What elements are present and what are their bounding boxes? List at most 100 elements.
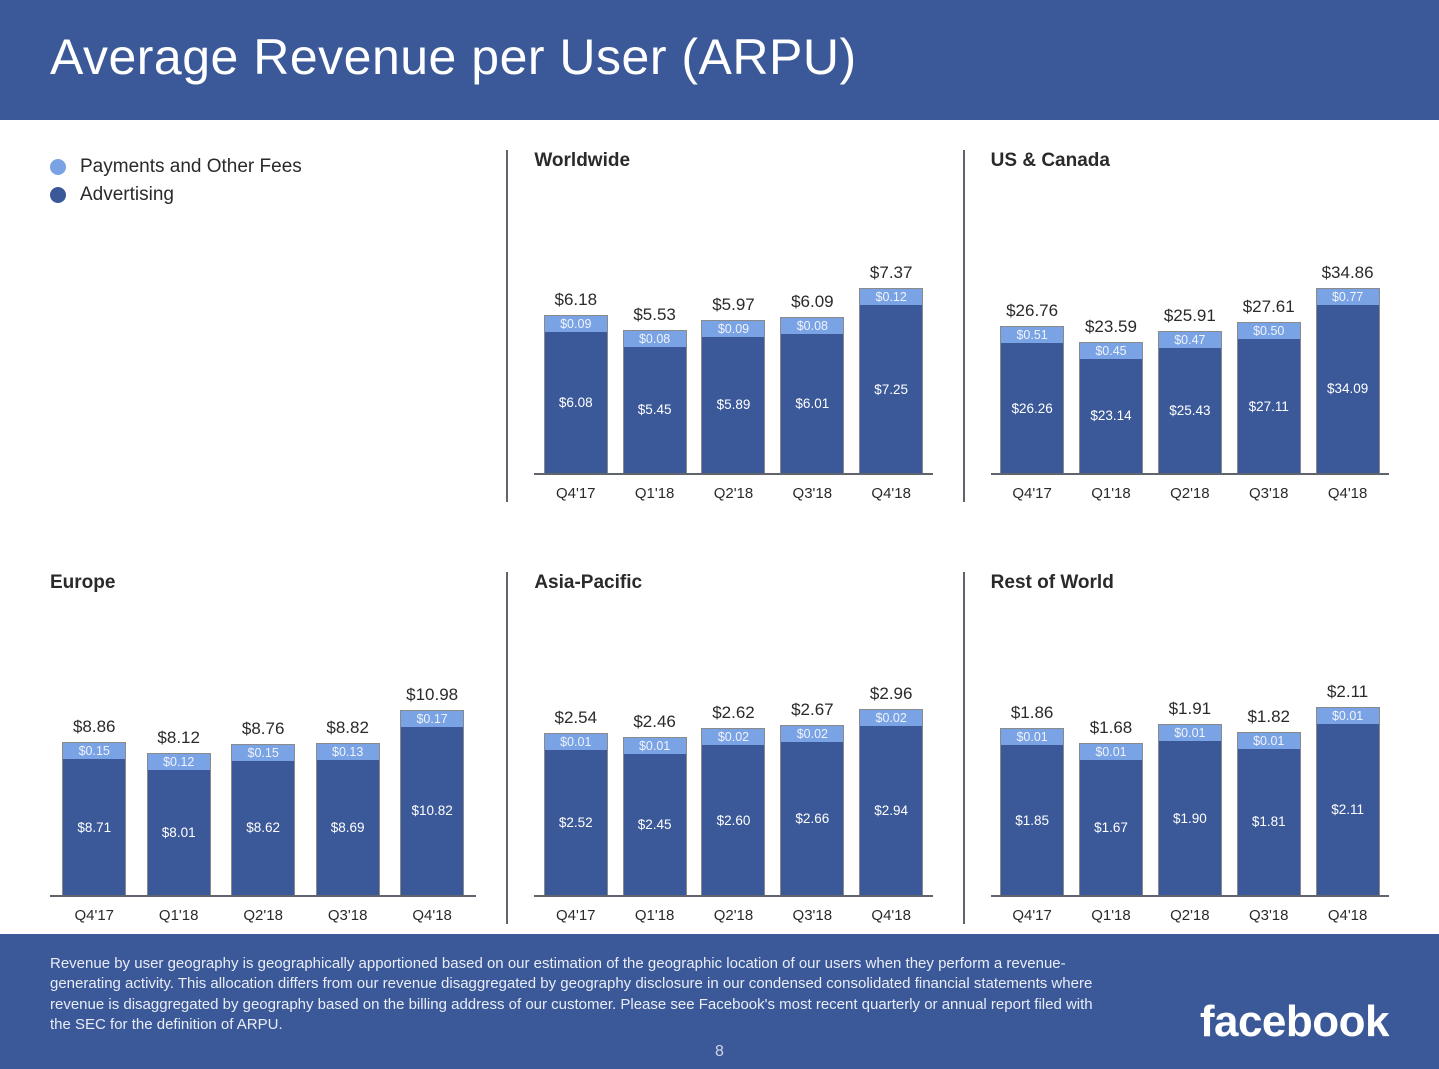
x-axis-label: Q4'17: [52, 907, 136, 924]
bar-column: $10.98$10.82$0.17: [390, 600, 474, 895]
legend-swatch-advertising: [50, 187, 66, 203]
bar-stack: $25.43$0.47: [1158, 331, 1222, 473]
bar-stack: $2.11$0.01: [1316, 707, 1380, 895]
slide-content: Payments and Other Fees Advertising Worl…: [0, 120, 1439, 934]
chart-title: Europe: [50, 572, 476, 594]
slide-header: Average Revenue per User (ARPU): [0, 0, 1439, 120]
bar-stack: $2.52$0.01: [544, 733, 608, 895]
x-axis: Q4'17Q1'18Q2'18Q3'18Q4'18: [50, 897, 476, 924]
chart-title: Rest of World: [991, 572, 1389, 594]
bar-segment-payments: $0.09: [702, 321, 764, 337]
x-axis: Q4'17Q1'18Q2'18Q3'18Q4'18: [991, 475, 1389, 502]
x-axis-label: Q2'18: [1150, 485, 1229, 502]
bar-column: $34.86$34.09$0.77: [1308, 178, 1387, 473]
footnote: Revenue by user geography is geographica…: [50, 954, 1100, 1035]
bar-segment-advertising: $6.08: [545, 332, 607, 473]
slide-footer: Revenue by user geography is geographica…: [0, 934, 1439, 1069]
bar-segment-payments: $0.12: [148, 754, 210, 770]
bar-segment-payments: $0.09: [545, 316, 607, 332]
legend-cell: Payments and Other Fees Advertising: [50, 150, 476, 502]
chart-cell-worldwide: Worldwide$6.18$6.08$0.09$5.53$5.45$0.08$…: [506, 150, 932, 502]
bar-total-label: $1.82: [1247, 707, 1290, 727]
bar-segment-payments: $0.02: [702, 729, 764, 745]
bar-column: $27.61$27.11$0.50: [1229, 178, 1308, 473]
chart: Europe $8.86$8.71$0.15$8.12$8.01$0.12$8.7…: [50, 572, 476, 924]
legend-item-advertising: Advertising: [50, 184, 476, 206]
bar-stack: $23.14$0.45: [1079, 342, 1143, 473]
bar-segment-payments: $0.15: [232, 745, 294, 761]
bar-total-label: $1.86: [1011, 703, 1054, 723]
bar-segment-payments: $0.01: [1317, 708, 1379, 724]
bar-segment-payments: $0.12: [860, 289, 922, 305]
x-axis-label: Q3'18: [305, 907, 389, 924]
bar-total-label: $23.59: [1085, 317, 1137, 337]
bar-stack: $8.62$0.15: [231, 744, 295, 895]
bar-column: $1.91$1.90$0.01: [1150, 600, 1229, 895]
chart: Rest of World$1.86$1.85$0.01$1.68$1.67$0…: [991, 572, 1389, 924]
bar-column: $2.62 $2.60$0.02: [694, 600, 773, 895]
bars-row: $8.86$8.71$0.15$8.12$8.01$0.12$8.76$8.62…: [50, 600, 476, 897]
legend: Payments and Other Fees Advertising: [50, 150, 476, 206]
bar-segment-advertising: $2.52: [545, 750, 607, 895]
x-axis-label: Q3'18: [773, 907, 852, 924]
bar-segment-payments: $0.50: [1238, 323, 1300, 339]
bar-segment-advertising: $25.43: [1159, 348, 1221, 473]
bar-stack: $7.25$0.12: [859, 288, 923, 473]
bar-stack: $6.08$0.09: [544, 315, 608, 473]
bar-stack: $34.09$0.77: [1316, 288, 1380, 473]
x-axis-label: Q4'18: [852, 485, 931, 502]
x-axis-label: Q2'18: [694, 907, 773, 924]
bar-stack: $1.81$0.01: [1237, 732, 1301, 895]
x-axis-label: Q4'18: [390, 907, 474, 924]
bar-total-label: $1.68: [1090, 718, 1133, 738]
bar-segment-advertising: $8.01: [148, 770, 210, 895]
bar-column: $2.67$2.66$0.02: [773, 600, 852, 895]
bar-total-label: $27.61: [1243, 297, 1295, 317]
bar-column: $8.76$8.62$0.15: [221, 600, 305, 895]
x-axis: Q4'17Q1'18Q2'18Q3'18Q4'18: [991, 897, 1389, 924]
bars-row: $1.86$1.85$0.01$1.68$1.67$0.01$1.91$1.90…: [991, 600, 1389, 897]
bar-segment-advertising: $34.09: [1317, 305, 1379, 473]
bar-column: $6.09$6.01$0.08: [773, 178, 852, 473]
bar-stack: $6.01$0.08: [780, 317, 844, 473]
chart-cell-europe: Europe $8.86$8.71$0.15$8.12$8.01$0.12$8.7…: [50, 572, 476, 924]
bar-segment-advertising: $1.81: [1238, 749, 1300, 895]
x-axis-label: Q2'18: [1150, 907, 1229, 924]
chart-cell-us-canada: US & Canada$26.76$26.26$0.51$23.59$23.14…: [963, 150, 1389, 502]
bar-column: $1.68 $1.67$0.01: [1072, 600, 1151, 895]
bar-segment-payments: $0.01: [1001, 729, 1063, 745]
bar-total-label: $8.86: [73, 717, 116, 737]
chart: Asia-Pacific$2.54$2.52$0.01$2.46$2.45$0.…: [534, 572, 932, 924]
bar-column: $6.18$6.08$0.09: [536, 178, 615, 473]
bar-segment-advertising: $2.11: [1317, 724, 1379, 895]
x-axis-label: Q2'18: [221, 907, 305, 924]
bar-total-label: $2.62: [712, 703, 755, 723]
bar-segment-advertising: $2.94: [860, 726, 922, 895]
bar-segment-advertising: $10.82: [401, 727, 463, 896]
x-axis: Q4'17Q1'18Q2'18Q3'18Q4'18: [534, 897, 932, 924]
x-axis-label: Q3'18: [773, 485, 852, 502]
bar-column: $2.46$2.45$0.01: [615, 600, 694, 895]
bars-row: $6.18$6.08$0.09$5.53$5.45$0.08 $5.97 $5.89…: [534, 178, 932, 475]
bar-column: $7.37 $7.25$0.12: [852, 178, 931, 473]
bar-total-label: $2.67: [791, 700, 834, 720]
bars-row: $2.54$2.52$0.01$2.46$2.45$0.01$2.62$2.60…: [534, 600, 932, 897]
bar-segment-payments: $0.01: [1080, 744, 1142, 760]
bar-total-label: $2.11: [1327, 682, 1368, 702]
bar-total-label: $25.91: [1164, 306, 1216, 326]
bar-total-label: $2.46: [633, 712, 676, 732]
chart-cell-rest-of-world: Rest of World$1.86$1.85$0.01$1.68$1.67$0…: [963, 572, 1389, 924]
bar-total-label: $5.97: [712, 295, 755, 315]
chart-cell-asia-pacific: Asia-Pacific$2.54$2.52$0.01$2.46$2.45$0.…: [506, 572, 932, 924]
x-axis-label: Q1'18: [615, 485, 694, 502]
chart-title: Asia-Pacific: [534, 572, 932, 594]
bar-total-label: $7.37: [870, 263, 913, 283]
x-axis-label: Q4'18: [1308, 485, 1387, 502]
bar-column: $5.53$5.45$0.08: [615, 178, 694, 473]
bar-stack: $5.89$0.09: [701, 320, 765, 473]
bar-stack: $1.85$0.01: [1000, 728, 1064, 895]
chart-title: Worldwide: [534, 150, 932, 172]
bar-segment-advertising: $8.62: [232, 761, 294, 895]
bar-segment-advertising: $1.67: [1080, 760, 1142, 895]
bar-segment-advertising: $2.60: [702, 745, 764, 895]
